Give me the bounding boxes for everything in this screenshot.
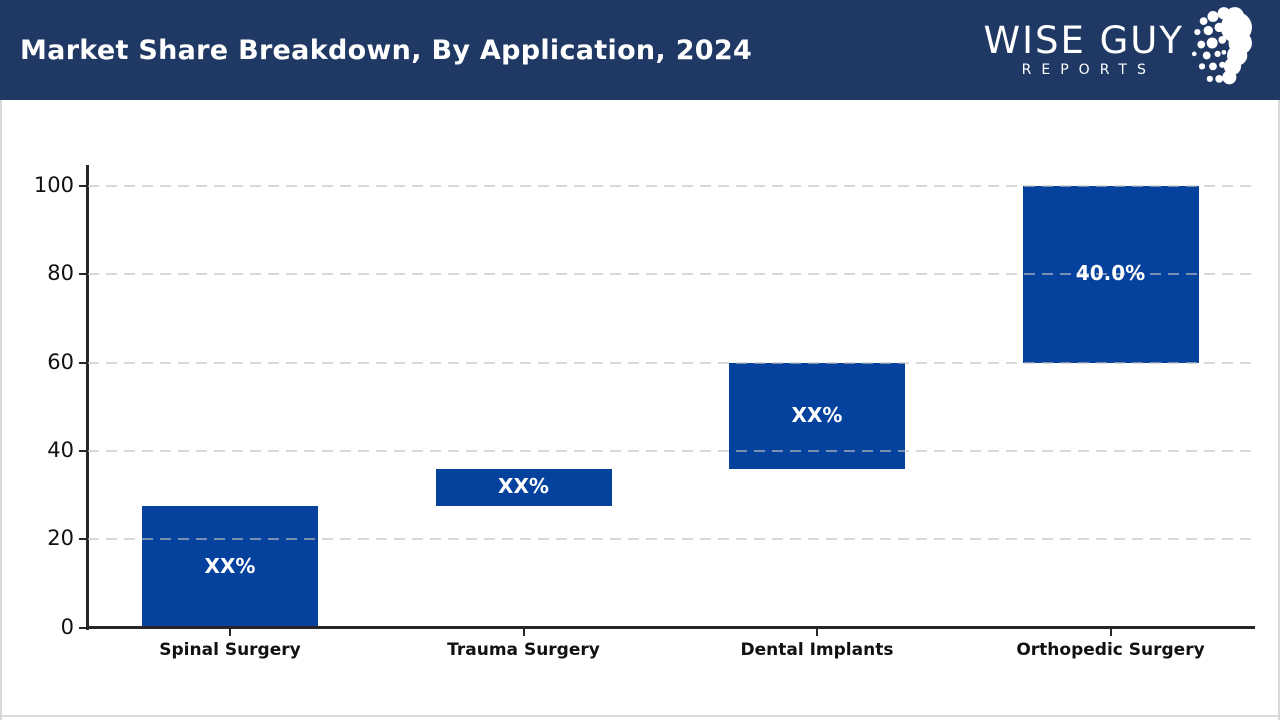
wise-guy-logo: WISE GUY REPORTS — [984, 7, 1266, 93]
bottom-divider — [0, 715, 1280, 717]
gridline-20 — [88, 538, 1255, 541]
header-bar: Market Share Breakdown, By Application, … — [0, 0, 1280, 100]
y-axis-line — [86, 165, 89, 630]
y-axis-tick — [79, 626, 88, 629]
y-axis-tick-label: 60 — [47, 349, 74, 374]
logo-brand-subtitle: REPORTS — [1021, 62, 1156, 79]
x-axis-category-label-trauma-surgery: Trauma Surgery — [447, 640, 600, 660]
gridline-80 — [88, 273, 1255, 276]
y-axis-tick — [79, 273, 88, 276]
gridline-40 — [88, 449, 1255, 452]
bar-trauma-surgery — [435, 468, 612, 507]
x-axis-category-label-spinal-surgery: Spinal Surgery — [159, 640, 301, 660]
bar-spinal-surgery — [142, 506, 318, 628]
x-axis-tick — [1109, 628, 1112, 636]
y-axis-tick-label: 0 — [60, 614, 74, 639]
x-axis-tick — [522, 628, 525, 636]
bar-value-label-dental-implants: XX% — [791, 402, 843, 427]
y-axis-tick — [79, 538, 88, 541]
bar-value-label-spinal-surgery: XX% — [204, 553, 256, 578]
page-title: Market Share Breakdown, By Application, … — [20, 34, 753, 66]
y-axis-tick-label: 80 — [47, 261, 74, 286]
gridline-60 — [88, 361, 1255, 364]
y-axis-tick-label: 40 — [47, 437, 74, 462]
x-axis-category-label-dental-implants: Dental Implants — [740, 640, 894, 660]
x-axis-tick — [229, 628, 231, 636]
y-axis-tick-label: 20 — [47, 526, 74, 551]
x-axis-category-label-orthopedic-surgery: Orthopedic Surgery — [1016, 640, 1205, 660]
bar-value-label-trauma-surgery: XX% — [498, 474, 549, 499]
gridline-100 — [88, 185, 1255, 187]
y-axis-tick — [79, 449, 88, 452]
logo-brand-name: WISE GUY — [983, 18, 1184, 62]
x-axis-tick — [816, 628, 818, 636]
wise-guy-head-icon — [1191, 7, 1252, 85]
x-axis-line — [86, 626, 1255, 629]
y-axis-tick-label: 100 — [33, 173, 74, 197]
y-axis-tick — [79, 361, 88, 364]
bar-value-label-orthopedic-surgery: 40.0% — [1075, 261, 1146, 286]
y-axis-tick — [79, 185, 88, 187]
logo-wordmark: WISE GUY REPORTS — [983, 18, 1184, 79]
